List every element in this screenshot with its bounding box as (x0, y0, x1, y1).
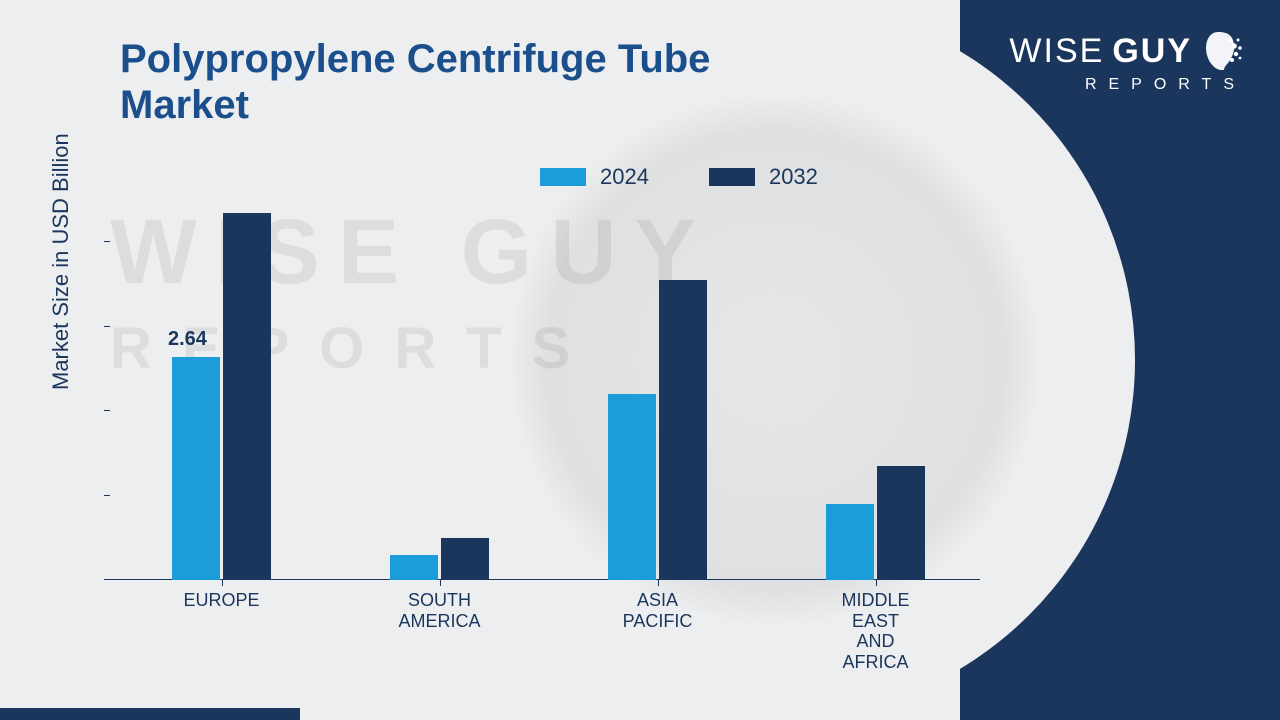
chart-title: Polypropylene Centrifuge Tube Market (120, 36, 840, 128)
brand-word-guy: GUY (1112, 32, 1192, 71)
chart-plot-area: EUROPE2.64 SOUTH AMERICA ASIA PACIFIC MIDDL… (110, 200, 980, 580)
y-tick (104, 579, 110, 580)
x-tick (222, 580, 223, 586)
bar-south_america-2032 (441, 538, 489, 580)
legend-label-2024: 2024 (600, 164, 649, 190)
bar-europe-2032 (223, 213, 271, 580)
bar-group-mea: MIDDLE EAST AND AFRICA (826, 466, 925, 580)
chart-legend: 2024 2032 (540, 164, 818, 190)
bottom-accent-bar (0, 708, 300, 720)
bar-south_america-2024 (390, 555, 438, 580)
legend-label-2032: 2032 (769, 164, 818, 190)
brand-line1: WISE GUY (1009, 28, 1246, 74)
y-axis-label: Market Size in USD Billion (48, 133, 74, 390)
brain-head-icon (1200, 28, 1246, 74)
bar-mea-2032 (877, 466, 925, 580)
x-tick (876, 580, 877, 586)
bar-asia_pacific-2032 (659, 280, 707, 580)
bar-mea-2024 (826, 504, 874, 580)
category-label-europe: EUROPE (183, 590, 259, 611)
y-tick (104, 241, 110, 242)
category-label-south_america: SOUTH AMERICA (398, 590, 480, 631)
brand-logo: WISE GUY REPORTS (1009, 28, 1246, 94)
bar-europe-2024 (172, 357, 220, 580)
legend-swatch-2024 (540, 168, 586, 186)
legend-item-2032: 2032 (709, 164, 818, 190)
bar-asia_pacific-2024 (608, 394, 656, 580)
category-label-mea: MIDDLE EAST AND AFRICA (841, 590, 909, 673)
category-label-asia_pacific: ASIA PACIFIC (623, 590, 693, 631)
bar-group-europe: EUROPE (172, 213, 271, 580)
brand-word-wise: WISE (1009, 32, 1104, 71)
y-tick (104, 326, 110, 327)
legend-swatch-2032 (709, 168, 755, 186)
brand-word-reports: REPORTS (1009, 76, 1246, 94)
y-tick (104, 410, 110, 411)
x-tick (440, 580, 441, 586)
x-tick (658, 580, 659, 586)
legend-item-2024: 2024 (540, 164, 649, 190)
y-tick (104, 495, 110, 496)
bar-group-asia_pacific: ASIA PACIFIC (608, 280, 707, 580)
value-label-europe: 2.64 (168, 328, 207, 351)
bar-group-south_america: SOUTH AMERICA (390, 538, 489, 580)
